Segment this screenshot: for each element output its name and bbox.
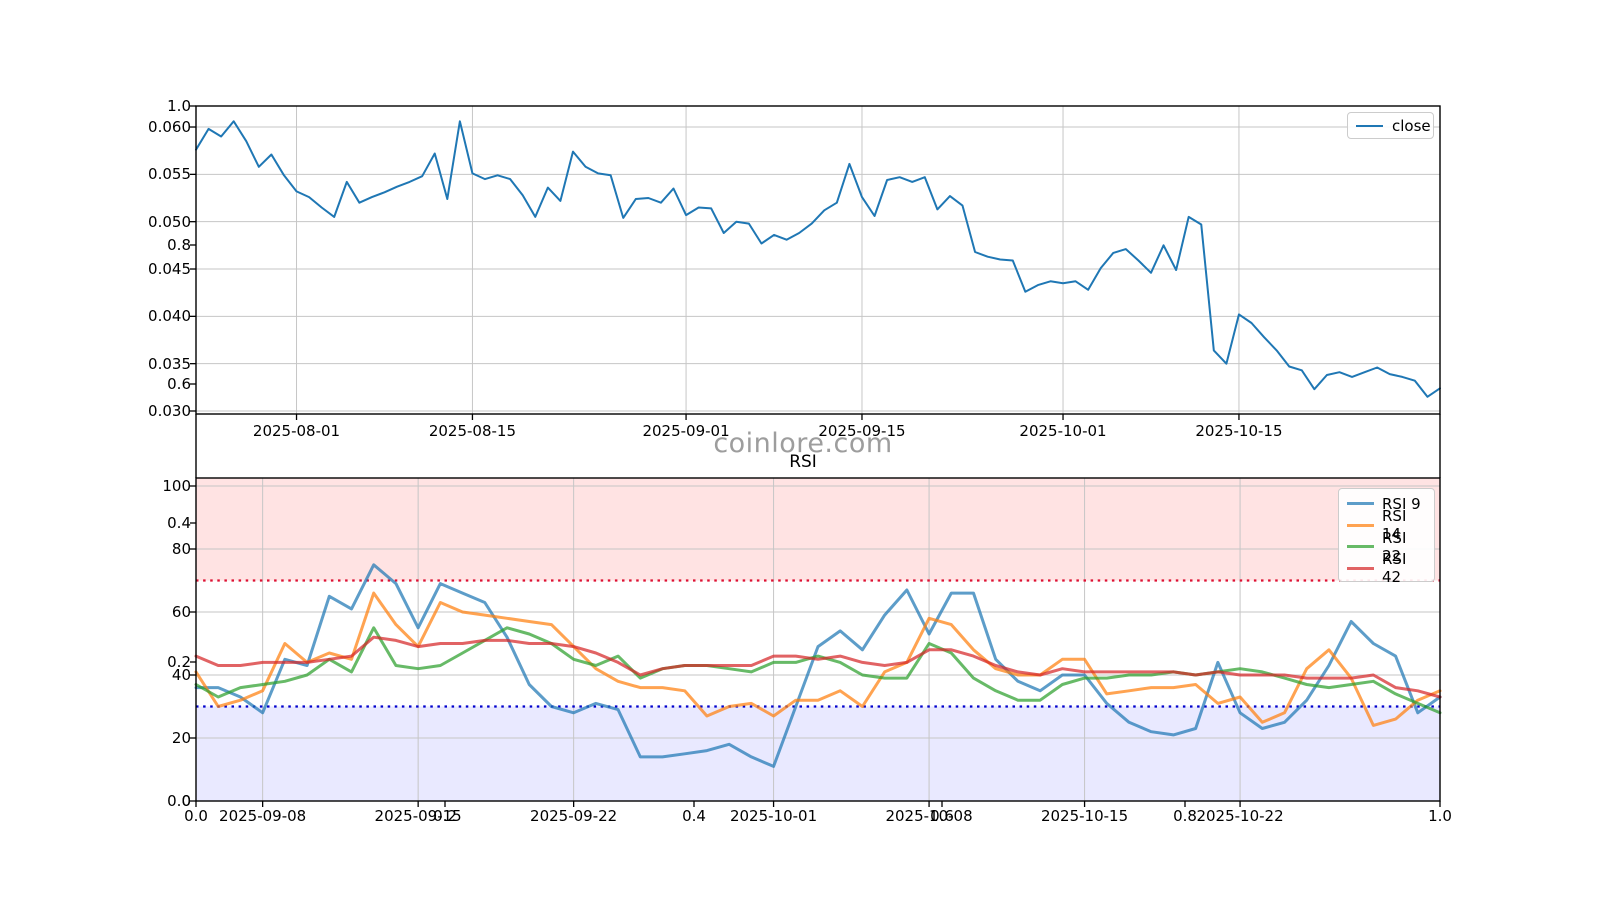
rsi-y-tick-label: 40 <box>171 666 191 684</box>
secondary-y-tick-label: 0.0 <box>167 792 191 810</box>
secondary-y-tick-label: 0.4 <box>167 514 191 532</box>
secondary-x-tick-label: 0.6 <box>930 807 954 825</box>
rsi-y-tick-label: 60 <box>171 603 191 621</box>
rsi-legend-row: RSI 9 <box>1347 493 1426 515</box>
price-y-tick-label: 0.040 <box>148 307 191 326</box>
rsi42-line-sample <box>1347 566 1374 570</box>
rsi-x-tick-label: 2025-10-22 <box>1196 807 1284 825</box>
secondary-y-tick-label: 0.6 <box>167 375 191 393</box>
rsi-legend-row: RSI 14 <box>1347 507 1426 543</box>
rsi-y-tick-label: 100 <box>162 477 191 495</box>
close-legend-label: close <box>1392 116 1431 135</box>
price-y-tick-label: 0.050 <box>148 212 191 231</box>
price-x-tick-label: 2025-10-15 <box>1195 422 1283 440</box>
price-x-tick-label: 2025-08-01 <box>252 422 341 440</box>
secondary-x-tick-label: 0.0 <box>184 807 208 825</box>
rsi-legend-row: RSI 22 <box>1347 529 1426 565</box>
secondary-x-tick-label: 0.2 <box>433 807 457 825</box>
price-y-tick-label: 0.060 <box>148 118 191 137</box>
price-y-tick-label: 0.035 <box>148 354 191 373</box>
price-x-tick-label: 2025-09-01 <box>642 422 730 440</box>
rsi42-legend-label: RSI 42 <box>1382 550 1407 587</box>
price-y-tick-label: 0.030 <box>148 402 191 420</box>
price-y-tick-label: 0.055 <box>148 165 191 184</box>
price-x-tick-label: 2025-09-15 <box>818 422 906 440</box>
rsi-x-tick-label: 2025-10-15 <box>1040 807 1129 825</box>
price-x-tick-label: 2025-08-15 <box>428 422 517 440</box>
rsi-y-tick-label: 20 <box>171 729 191 747</box>
secondary-y-tick-label: 0.8 <box>167 236 191 254</box>
rsi-legend-row: RSI 42 <box>1347 550 1426 586</box>
rsi9-line-sample <box>1347 502 1374 506</box>
rsi-x-tick-label: 2025-10-08 <box>885 807 973 825</box>
price-legend: close <box>1347 112 1434 139</box>
price-y-tick-label: 0.045 <box>148 260 191 278</box>
rsi-x-tick-label: 2025-10-01 <box>729 807 818 825</box>
rsi22-legend-label: RSI 22 <box>1382 528 1407 565</box>
rsi-x-tick-label: 2025-09-22 <box>530 807 618 825</box>
close-line-sample <box>1356 124 1383 127</box>
watermark: coinlore.com <box>713 428 893 459</box>
secondary-y-tick-label: 1.0 <box>167 97 191 115</box>
rsi14-legend-label: RSI 14 <box>1382 507 1407 544</box>
price-x-tick-label: 2025-10-01 <box>1019 422 1107 440</box>
secondary-y-tick-label: 0.2 <box>167 653 191 671</box>
secondary-x-tick-label: 0.4 <box>682 807 706 825</box>
rsi-x-tick-label: 2025-09-15 <box>374 807 462 825</box>
rsi-chart-title: RSI <box>789 452 817 472</box>
rsi-x-tick-label: 2025-09-08 <box>219 807 307 825</box>
rsi-legend: RSI 9 RSI 14 RSI 22 RSI 42 <box>1338 488 1435 586</box>
rsi9-legend-label: RSI 9 <box>1382 494 1421 513</box>
rsi14-line-sample <box>1347 523 1374 527</box>
rsi-y-tick-label: 0 <box>181 792 191 810</box>
secondary-x-tick-label: 1.0 <box>1428 807 1452 825</box>
rsi22-line-sample <box>1347 545 1374 549</box>
secondary-x-tick-label: 0.8 <box>1173 807 1197 825</box>
rsi-y-tick-label: 80 <box>171 540 191 558</box>
